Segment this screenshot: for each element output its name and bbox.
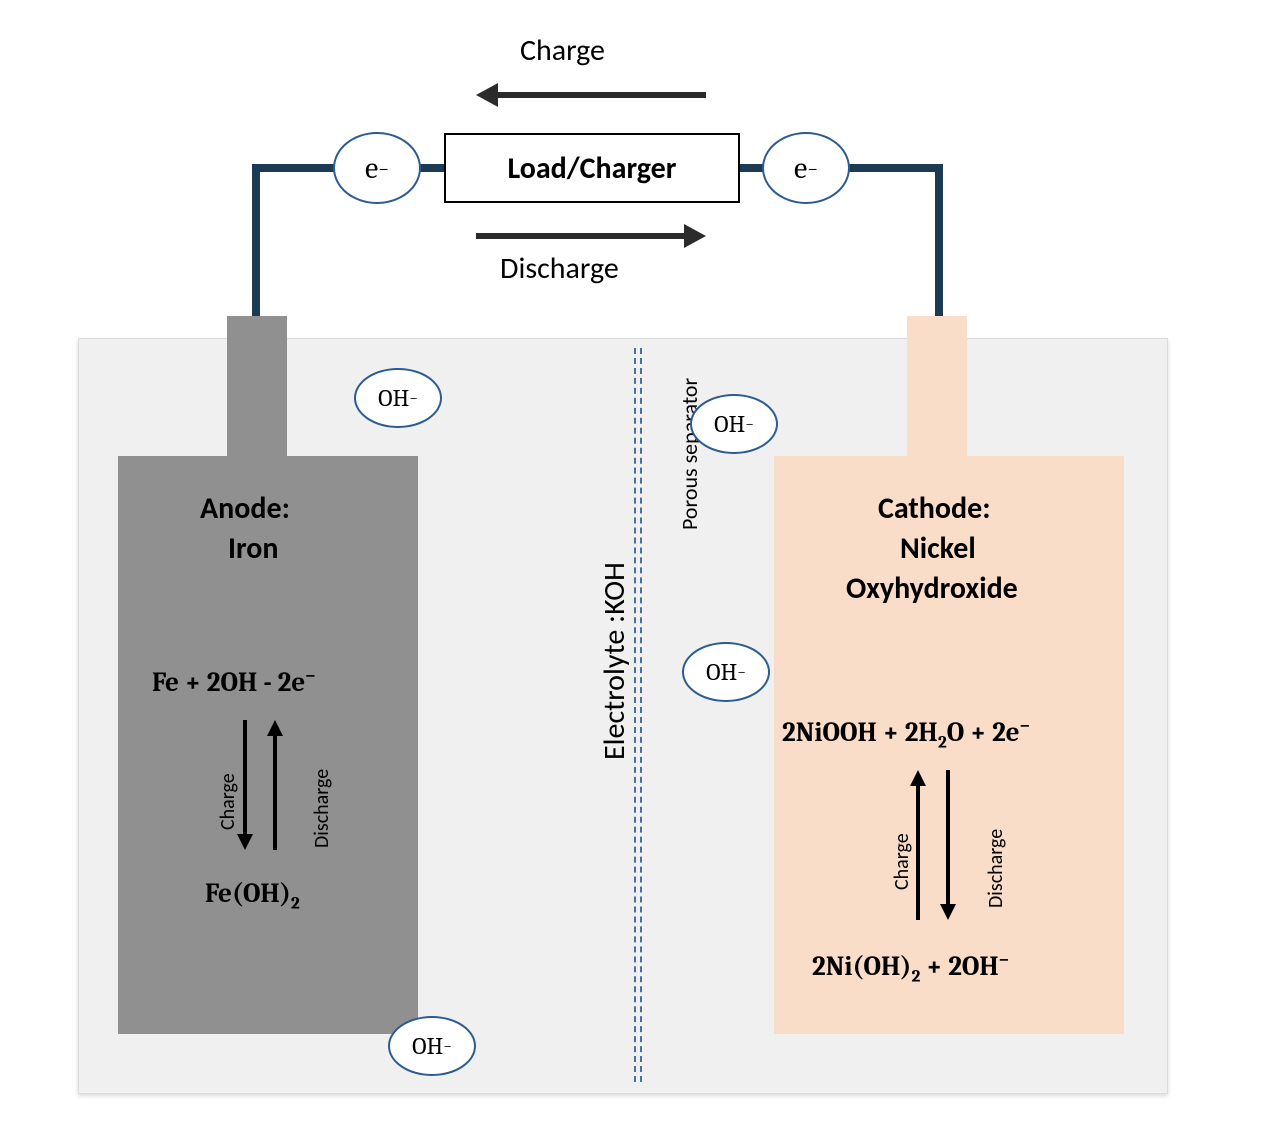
cathode-title-2: Nickel — [900, 530, 976, 567]
cathode-arrow-charge-label: Charge — [890, 833, 914, 890]
charge-label: Charge — [520, 32, 605, 69]
cathode-arrow-discharge-label: Discharge — [984, 829, 1008, 908]
anode-arrow-charge-label: Charge — [216, 773, 240, 830]
electron-left: e− — [333, 132, 421, 204]
discharge-label: Discharge — [500, 250, 619, 287]
electron-right: e− — [762, 132, 850, 204]
separator-label: Porous separator — [676, 378, 703, 530]
porous-separator — [634, 348, 642, 1082]
hydroxide-ion: OH− — [682, 642, 770, 702]
anode-title-2: Iron — [228, 530, 279, 567]
cathode-neck — [907, 316, 967, 456]
anode-reaction-top: Fe + 2OH - 2e− — [152, 666, 316, 698]
wire-left-vertical — [252, 168, 260, 316]
cathode-reaction-bottom: 2Ni(OH)2 + 2OH− — [812, 950, 1009, 986]
cathode-title-1: Cathode: — [878, 490, 991, 527]
anode-title-1: Anode: — [200, 490, 290, 527]
electrolyte-label: Electrolyte :KOH — [596, 562, 633, 760]
hydroxide-ion: OH− — [354, 368, 442, 428]
cathode-title-3: Oxyhydroxide — [846, 570, 1018, 607]
diagram-stage: Charge Load/Charger Discharge e− e− Elec… — [0, 0, 1280, 1136]
load-charger-box: Load/Charger — [444, 133, 740, 203]
hydroxide-ion: OH− — [388, 1016, 476, 1076]
cathode-reaction-top: 2NiOOH + 2H2O + 2e− — [782, 716, 1030, 752]
anode-reaction-bottom: Fe(OH)2 — [205, 878, 300, 913]
wire-right-vertical — [935, 168, 943, 316]
hydroxide-ion: OH− — [690, 394, 778, 454]
anode-neck — [227, 316, 287, 456]
anode-arrow-discharge-label: Discharge — [310, 769, 334, 848]
